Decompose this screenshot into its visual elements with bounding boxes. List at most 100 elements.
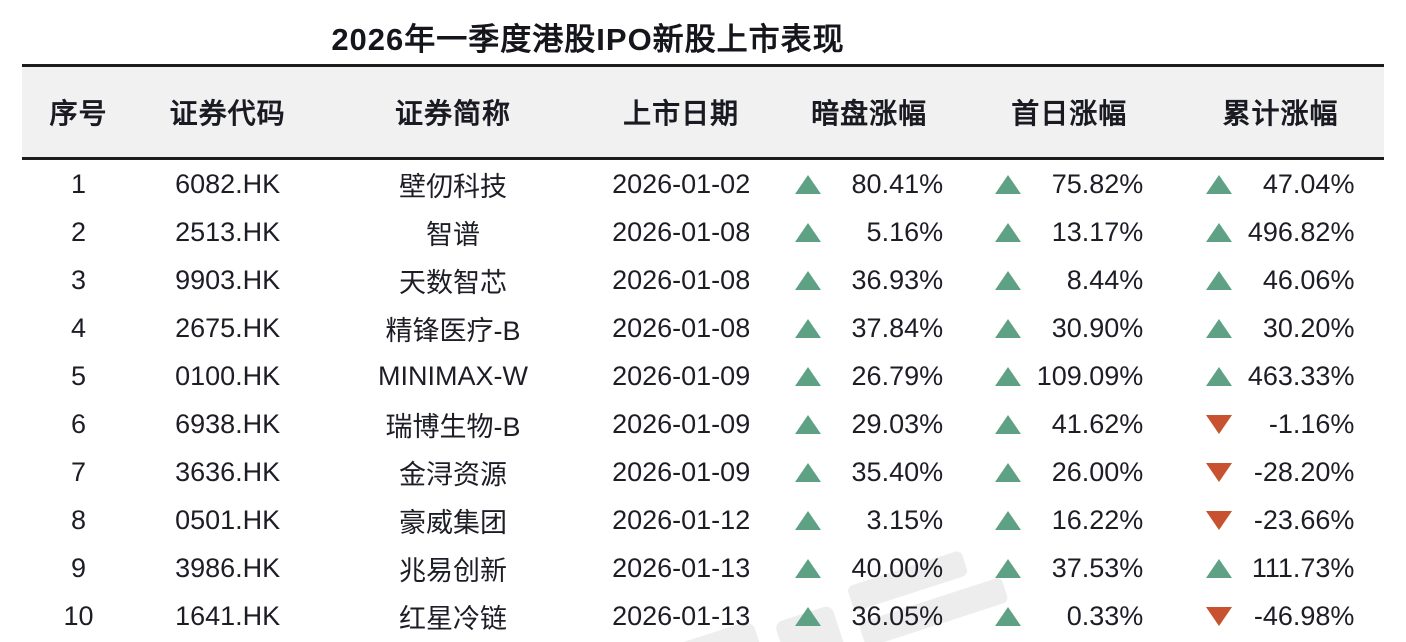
first-day-change-value: 0.33%: [1066, 601, 1144, 632]
triangle-up-icon: [1206, 223, 1233, 243]
triangle-down-icon: [1206, 415, 1233, 435]
dark-change-group: 36.93%: [795, 265, 943, 296]
cell-date: 2026-01-09: [612, 456, 751, 487]
cumulative-change-value: 463.33%: [1247, 361, 1355, 392]
cumulative-change-value: 30.20%: [1262, 313, 1355, 344]
table-row: 8 0501.HK 豪威集团 2026-01-12 3.15% 16.22% -…: [22, 496, 1384, 544]
triangle-up-icon: [995, 367, 1022, 387]
cell-no: 8: [71, 504, 87, 535]
triangle-up-icon: [795, 463, 822, 483]
cell-no: 7: [71, 456, 87, 487]
triangle-up-icon: [795, 415, 822, 435]
dark-change-value: 80.41%: [851, 169, 944, 200]
cell-cumulative: 47.04%: [1177, 159, 1384, 209]
dark-change-group: 5.16%: [795, 217, 943, 248]
cell-name: 智谱: [426, 219, 481, 250]
first-day-change-group: 0.33%: [995, 601, 1143, 632]
triangle-up-icon: [795, 367, 822, 387]
cumulative-change-group: 30.20%: [1206, 313, 1354, 344]
cell-first: 13.17%: [962, 208, 1177, 256]
cell-code: 3636.HK: [175, 456, 281, 487]
cell-dark: 80.41%: [777, 159, 962, 209]
cumulative-change-group: 46.06%: [1206, 265, 1354, 296]
table-row: 9 3986.HK 兆易创新 2026-01-13 40.00% 37.53% …: [22, 544, 1384, 592]
cell-name: 瑞博生物-B: [385, 411, 521, 442]
cell-cumulative: -28.20%: [1177, 448, 1384, 496]
cell-date: 2026-01-02: [612, 168, 751, 199]
cell-dark: 40.00%: [777, 544, 962, 592]
table-row: 2 2513.HK 智谱 2026-01-08 5.16% 13.17% 496…: [22, 208, 1384, 256]
cell-dark: 26.79%: [777, 352, 962, 400]
dark-change-group: 80.41%: [795, 169, 943, 200]
cell-code: 0100.HK: [175, 360, 281, 391]
triangle-up-icon: [995, 319, 1022, 339]
cell-date: 2026-01-12: [612, 504, 751, 535]
ipo-table-container: 序号 证券代码 证券简称 上市日期 暗盘涨幅 首日涨幅 累计涨幅 1 6082.…: [22, 64, 1384, 640]
cell-date: 2026-01-09: [612, 360, 751, 391]
cumulative-change-group: -23.66%: [1206, 505, 1354, 536]
first-day-change-group: 16.22%: [995, 505, 1143, 536]
dark-change-group: 29.03%: [795, 409, 943, 440]
cell-no: 10: [63, 600, 94, 631]
cell-dark: 29.03%: [777, 400, 962, 448]
cell-first: 8.44%: [962, 256, 1177, 304]
cumulative-change-group: -1.16%: [1206, 409, 1354, 440]
cell-code: 3986.HK: [175, 552, 281, 583]
cumulative-change-value: -1.16%: [1268, 409, 1355, 440]
cell-code: 6082.HK: [175, 168, 281, 199]
cell-dark: 36.05%: [777, 592, 962, 640]
first-day-change-value: 30.90%: [1051, 313, 1144, 344]
triangle-up-icon: [995, 511, 1022, 531]
triangle-up-icon: [1206, 559, 1233, 579]
cell-name: 金浔资源: [399, 459, 508, 490]
cell-date: 2026-01-13: [612, 600, 751, 631]
cumulative-change-value: -46.98%: [1253, 601, 1355, 632]
cumulative-change-group: -28.20%: [1206, 457, 1354, 488]
cumulative-change-group: 47.04%: [1206, 169, 1354, 200]
cell-no: 4: [71, 312, 87, 343]
first-day-change-group: 37.53%: [995, 553, 1143, 584]
cell-code: 9903.HK: [175, 264, 281, 295]
table-row: 1 6082.HK 壁仞科技 2026-01-02 80.41% 75.82% …: [22, 159, 1384, 209]
first-day-change-value: 109.09%: [1036, 361, 1144, 392]
triangle-up-icon: [795, 175, 822, 195]
header-serial-number: 序号: [49, 98, 108, 129]
dark-change-value: 37.84%: [851, 313, 944, 344]
header-security-name: 证券简称: [395, 98, 512, 129]
cell-cumulative: 111.73%: [1177, 544, 1384, 592]
cumulative-change-value: 47.04%: [1262, 169, 1355, 200]
table-row: 4 2675.HK 精锋医疗-B 2026-01-08 37.84% 30.90…: [22, 304, 1384, 352]
cell-first: 75.82%: [962, 159, 1177, 209]
triangle-up-icon: [1206, 367, 1233, 387]
table-row: 10 1641.HK 红星冷链 2026-01-13 36.05% 0.33% …: [22, 592, 1384, 640]
cell-cumulative: 30.20%: [1177, 304, 1384, 352]
table-row: 6 6938.HK 瑞博生物-B 2026-01-09 29.03% 41.62…: [22, 400, 1384, 448]
first-day-change-group: 30.90%: [995, 313, 1143, 344]
triangle-down-icon: [1206, 511, 1233, 531]
triangle-up-icon: [795, 559, 822, 579]
cumulative-change-value: 46.06%: [1262, 265, 1355, 296]
triangle-up-icon: [995, 607, 1022, 627]
first-day-change-group: 13.17%: [995, 217, 1143, 248]
cumulative-change-group: -46.98%: [1206, 601, 1354, 632]
first-day-change-value: 26.00%: [1051, 457, 1144, 488]
header-security-code: 证券代码: [169, 98, 286, 129]
cell-cumulative: -1.16%: [1177, 400, 1384, 448]
first-day-change-value: 16.22%: [1051, 505, 1144, 536]
cell-first: 41.62%: [962, 400, 1177, 448]
cell-dark: 36.93%: [777, 256, 962, 304]
cell-date: 2026-01-08: [612, 264, 751, 295]
cumulative-change-value: 496.82%: [1247, 217, 1355, 248]
cell-cumulative: -23.66%: [1177, 496, 1384, 544]
table-row: 5 0100.HK MINIMAX-W 2026-01-09 26.79% 10…: [22, 352, 1384, 400]
first-day-change-value: 37.53%: [1051, 553, 1144, 584]
triangle-up-icon: [995, 415, 1022, 435]
cumulative-change-value: 111.73%: [1251, 553, 1355, 584]
ipo-performance-table: 序号 证券代码 证券简称 上市日期 暗盘涨幅 首日涨幅 累计涨幅 1 6082.…: [22, 64, 1384, 640]
triangle-up-icon: [995, 223, 1022, 243]
cell-cumulative: -46.98%: [1177, 592, 1384, 640]
triangle-down-icon: [1206, 607, 1233, 627]
triangle-up-icon: [1206, 175, 1233, 195]
cumulative-change-group: 496.82%: [1206, 217, 1354, 248]
